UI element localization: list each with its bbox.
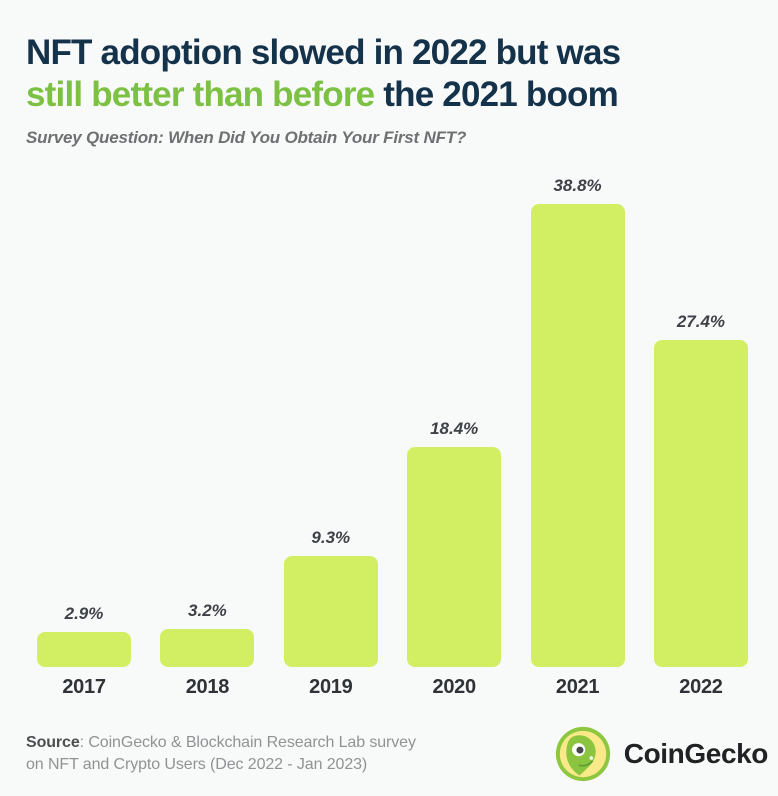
x-axis-label: 2018 [185, 676, 230, 698]
bar-2022 [653, 339, 748, 667]
title-line2-rest: the 2021 boom [374, 75, 618, 114]
bar-column: 3.2% 2018 [160, 600, 255, 698]
x-axis-label: 2022 [679, 676, 723, 698]
coingecko-logo-icon [555, 726, 611, 782]
bar-2021 [530, 203, 625, 667]
source-label: Source [26, 733, 80, 751]
bar-column: 38.8% 2021 [530, 175, 625, 698]
bar-column: 18.4% 2020 [407, 419, 502, 698]
bar-2017 [37, 632, 131, 667]
source-note: Source: CoinGecko & Blockchain Research … [26, 732, 416, 776]
bar-value-label: 9.3% [311, 528, 351, 547]
bar-chart: 2.9% 2017 3.2% 2018 9.3% 2019 18.4% 2020 38.8% 20… [37, 167, 748, 698]
source-line2: on NFT and Crypto Users (Dec 2022 - Jan … [26, 756, 368, 773]
bar-value-label: 3.2% [188, 600, 227, 620]
x-axis-label: 2017 [62, 676, 106, 698]
bar-column: 9.3% 2019 [283, 528, 378, 698]
bar-2019 [283, 556, 378, 667]
header: NFT adoption slowed in 2022 but was still… [0, 0, 778, 148]
bar-value-label: 2.9% [64, 604, 104, 624]
bar-value-label: 27.4% [676, 311, 726, 331]
x-axis-label: 2021 [555, 676, 600, 698]
bar-2020 [407, 447, 502, 667]
bar-column: 27.4% 2022 [653, 311, 748, 698]
footer: Source: CoinGecko & Blockchain Research … [26, 726, 768, 782]
chart-title: NFT adoption slowed in 2022 but was still… [26, 32, 754, 116]
title-line1: NFT adoption slowed in 2022 but was [26, 33, 621, 72]
source-line1: : CoinGecko & Blockchain Research Lab su… [79, 733, 416, 751]
bar-value-label: 18.4% [430, 419, 479, 439]
bar-column: 2.9% 2017 [37, 604, 131, 698]
coingecko-wordmark: CoinGecko [623, 738, 769, 769]
x-axis-label: 2019 [309, 676, 353, 698]
coingecko-brand: CoinGecko [555, 726, 768, 782]
bar-2018 [160, 628, 255, 667]
title-highlight: still better than before [26, 75, 375, 114]
bar-value-label: 38.8% [553, 175, 602, 195]
chart-subtitle: Survey Question: When Did You Obtain You… [26, 128, 467, 147]
x-axis-label: 2020 [432, 676, 477, 698]
